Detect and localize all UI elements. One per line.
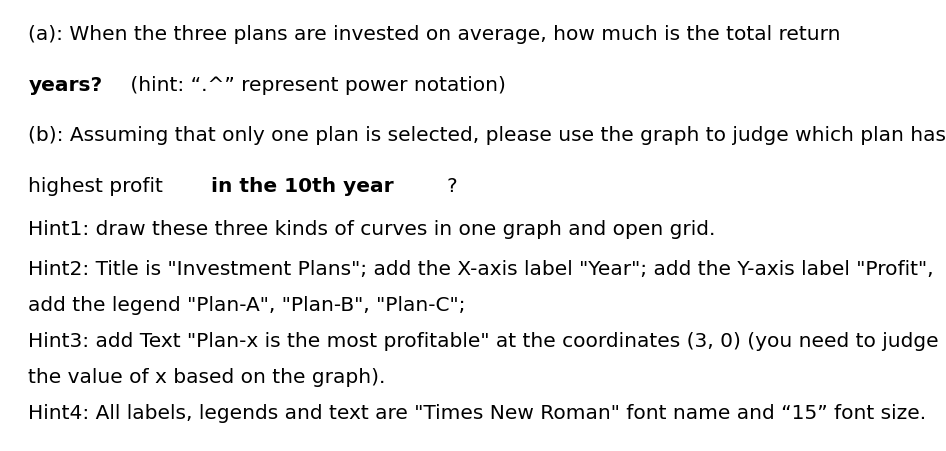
Text: highest profit: highest profit xyxy=(28,177,169,196)
Text: ?: ? xyxy=(447,177,457,196)
Text: in the 10th year: in the 10th year xyxy=(211,177,394,196)
Text: years?: years? xyxy=(28,76,102,95)
Text: (hint: “.^” represent power notation): (hint: “.^” represent power notation) xyxy=(124,76,506,95)
Text: Hint4: All labels, legends and text are "Times New Roman" font name and “15” fon: Hint4: All labels, legends and text are … xyxy=(28,404,926,423)
Text: Hint1: draw these three kinds of curves in one graph and open grid.: Hint1: draw these three kinds of curves … xyxy=(28,220,716,239)
Text: the value of x based on the graph).: the value of x based on the graph). xyxy=(28,368,386,387)
Text: (a): When the three plans are invested on average, how much is the total return: (a): When the three plans are invested o… xyxy=(28,25,848,44)
Text: add the legend "Plan-A", "Plan-B", "Plan-C";: add the legend "Plan-A", "Plan-B", "Plan… xyxy=(28,296,465,315)
Text: Hint2: Title is "Investment Plans"; add the X-axis label "Year"; add the Y-axis : Hint2: Title is "Investment Plans"; add … xyxy=(28,260,934,279)
Text: Hint3: add Text "Plan-x is the most profitable" at the coordinates (3, 0) (you n: Hint3: add Text "Plan-x is the most prof… xyxy=(28,332,939,351)
Text: (b): Assuming that only one plan is selected, please use the graph to judge whic: (b): Assuming that only one plan is sele… xyxy=(28,126,946,145)
